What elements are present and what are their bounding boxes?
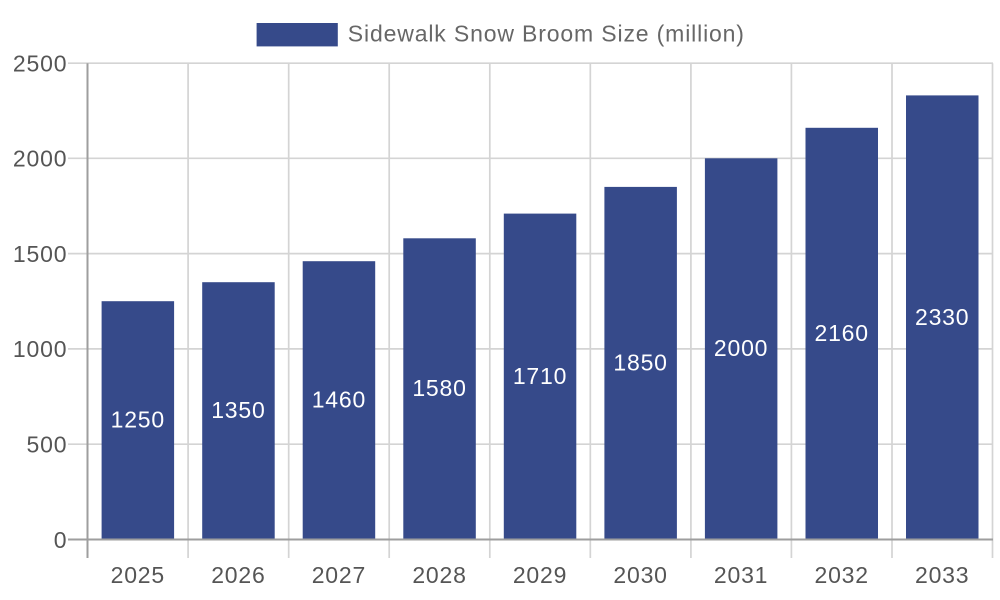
svg-text:2025: 2025 xyxy=(111,562,165,588)
svg-text:2030: 2030 xyxy=(613,562,667,588)
svg-text:2032: 2032 xyxy=(815,562,869,588)
svg-text:1850: 1850 xyxy=(613,350,667,376)
svg-text:2031: 2031 xyxy=(714,562,768,588)
svg-text:2000: 2000 xyxy=(714,335,768,361)
svg-text:1000: 1000 xyxy=(13,336,67,362)
svg-text:1460: 1460 xyxy=(312,387,366,413)
svg-text:2029: 2029 xyxy=(513,562,567,588)
svg-text:1350: 1350 xyxy=(211,397,265,423)
svg-text:1250: 1250 xyxy=(111,407,165,433)
svg-text:1580: 1580 xyxy=(412,375,466,401)
svg-text:2028: 2028 xyxy=(412,562,466,588)
svg-text:2500: 2500 xyxy=(13,51,67,77)
svg-text:2000: 2000 xyxy=(13,146,67,172)
svg-text:Sidewalk Snow Broom Size (mill: Sidewalk Snow Broom Size (million) xyxy=(348,20,745,46)
svg-text:1500: 1500 xyxy=(13,241,67,267)
svg-text:0: 0 xyxy=(54,527,68,553)
svg-text:2033: 2033 xyxy=(915,562,969,588)
svg-text:2026: 2026 xyxy=(211,562,265,588)
svg-text:2027: 2027 xyxy=(312,562,366,588)
svg-text:500: 500 xyxy=(27,432,68,458)
svg-text:1710: 1710 xyxy=(513,363,567,389)
svg-text:2160: 2160 xyxy=(815,320,869,346)
svg-text:2330: 2330 xyxy=(915,304,969,330)
